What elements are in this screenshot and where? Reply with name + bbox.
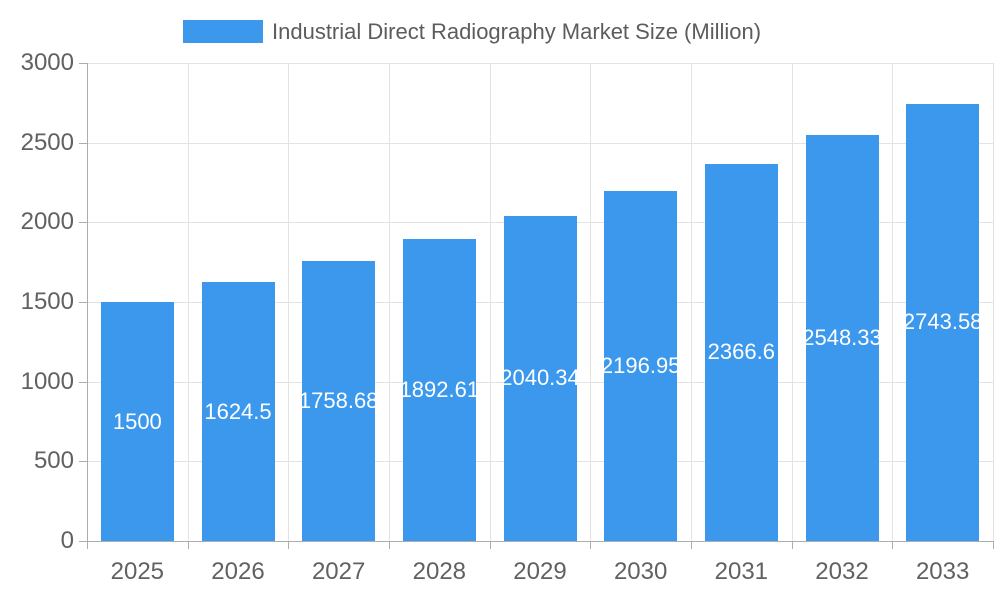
x-axis-tick-label: 2028 xyxy=(412,558,467,585)
y-axis-tick-mark xyxy=(79,461,87,463)
y-axis-tick-mark xyxy=(79,302,87,303)
x-axis-tick-mark xyxy=(489,541,491,549)
x-axis-tick-label: 2027 xyxy=(311,558,366,585)
gridline-vertical xyxy=(590,63,592,541)
gridline-vertical xyxy=(389,63,390,541)
x-axis-tick-label: 2029 xyxy=(513,558,567,585)
gridline-vertical xyxy=(691,63,692,541)
x-axis-tick-mark xyxy=(590,541,592,549)
bar: 2366.6 xyxy=(704,163,778,541)
bar-value-label: 1758.68 xyxy=(302,387,376,413)
x-axis-tick-mark xyxy=(187,541,189,549)
x-axis-tick-mark xyxy=(389,541,390,549)
bar: 1500 xyxy=(100,302,174,541)
bar-value-label: 1624.5 xyxy=(204,398,272,424)
bar: 1758.68 xyxy=(302,260,376,541)
x-axis-tick-label: 2026 xyxy=(211,558,265,585)
x-axis-tick-mark xyxy=(993,541,994,549)
y-axis-tick-mark xyxy=(79,541,87,542)
gridline-vertical xyxy=(892,63,894,541)
y-axis-tick-label: 1500 xyxy=(20,288,74,315)
x-axis-tick-label: 2030 xyxy=(613,558,668,585)
x-axis-tick-mark xyxy=(892,541,894,549)
gridline-vertical xyxy=(791,63,793,541)
x-axis-tick-mark xyxy=(288,541,290,549)
bar: 2040.34 xyxy=(503,215,577,541)
y-axis-tick-label: 0 xyxy=(60,527,74,554)
gridline-vertical xyxy=(489,63,491,541)
x-axis-tick-label: 2032 xyxy=(815,558,869,585)
y-axis-tick-label: 500 xyxy=(33,447,74,475)
bar-value-label: 1500 xyxy=(112,408,162,434)
bar: 2743.58 xyxy=(906,103,980,541)
plot-area: 1500 1624.5 1758.68 1892.61 2040.34 2196.95 23… xyxy=(87,63,994,541)
x-axis-tick-mark xyxy=(691,541,692,549)
x-axis-tick-label: 2025 xyxy=(110,558,165,585)
bar: 1892.61 xyxy=(402,239,476,541)
y-axis-tick-label: 3000 xyxy=(20,49,74,76)
bar-value-label: 2196.95 xyxy=(604,352,678,378)
gridline-horizontal xyxy=(87,63,993,64)
bar-value-label: 2040.34 xyxy=(503,365,577,391)
bar: 2196.95 xyxy=(604,190,678,541)
gridline-vertical xyxy=(288,63,290,541)
gridline-vertical xyxy=(187,63,189,541)
y-axis-tick-label: 2500 xyxy=(20,128,74,156)
bar: 2548.33 xyxy=(805,134,879,541)
bar-value-label: 2548.33 xyxy=(805,324,879,350)
x-axis-tick-label: 2031 xyxy=(714,558,769,585)
y-axis-tick-mark xyxy=(79,142,87,144)
y-axis-tick-mark xyxy=(79,63,87,64)
legend-swatch xyxy=(183,20,263,43)
y-axis-line xyxy=(87,63,88,541)
bar-value-label: 2743.58 xyxy=(906,309,980,335)
x-axis-tick-mark xyxy=(791,541,793,549)
y-axis-tick-mark xyxy=(79,222,87,224)
x-axis-tick-label: 2033 xyxy=(915,558,970,585)
x-axis-tick-mark xyxy=(87,541,88,549)
x-axis-line xyxy=(87,541,993,542)
bar-value-label: 1892.61 xyxy=(402,377,476,403)
gridline-vertical xyxy=(993,63,994,541)
y-axis-tick-label: 2000 xyxy=(20,208,74,236)
bar: 1624.5 xyxy=(201,282,275,541)
y-axis-tick-label: 1000 xyxy=(20,367,74,395)
y-axis-tick-mark xyxy=(79,381,87,383)
bar-value-label: 2366.6 xyxy=(707,339,775,365)
gridline-horizontal xyxy=(87,142,993,144)
legend-series-label: Industrial Direct Radiography Market Siz… xyxy=(272,19,762,44)
